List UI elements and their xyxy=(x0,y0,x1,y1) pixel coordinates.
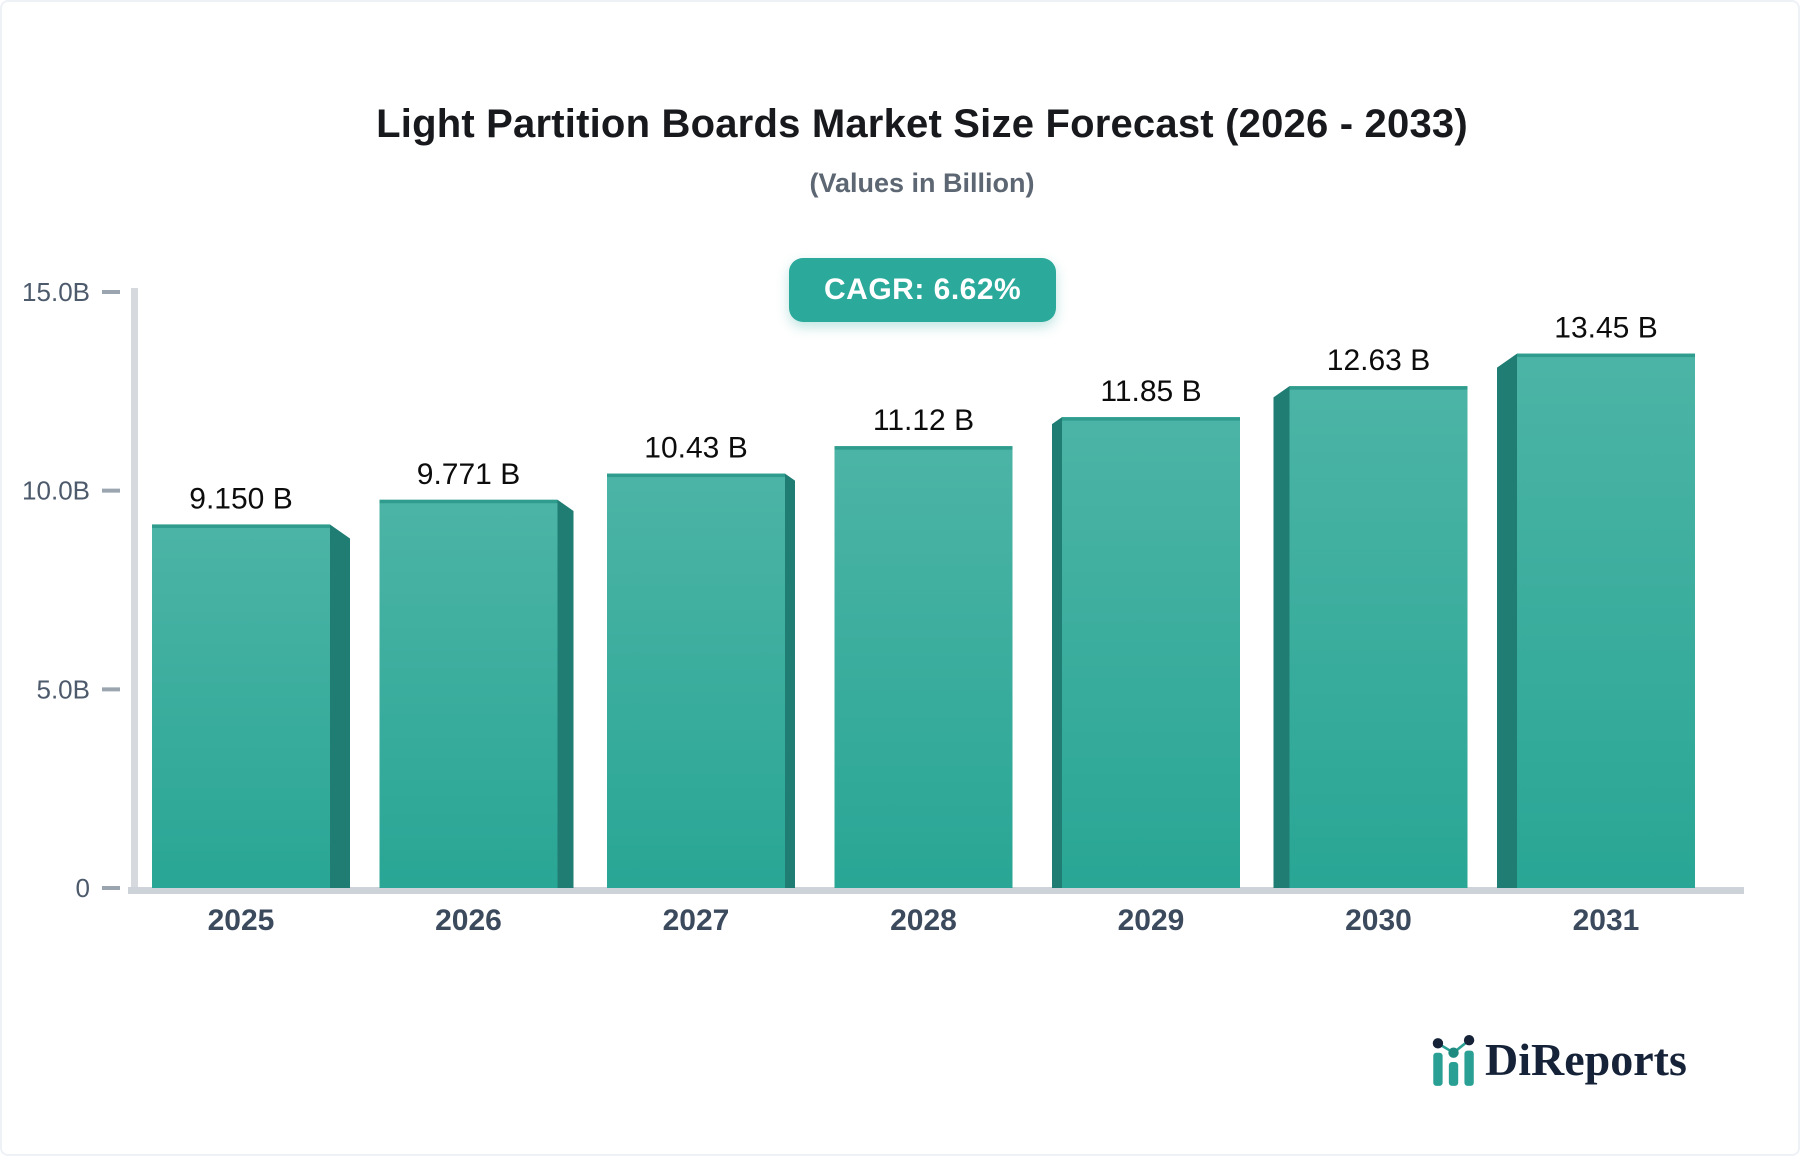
bar-top-edge xyxy=(834,446,1013,450)
bar-year-label: 2027 xyxy=(663,904,730,937)
y-axis-line xyxy=(131,288,138,894)
mini-bar-chart-icon xyxy=(1432,1035,1475,1086)
bar-face xyxy=(1517,353,1695,888)
bar-value-label: 11.85 B xyxy=(1100,375,1201,408)
y-tick-label: 10.0B xyxy=(22,476,90,506)
bar-face xyxy=(379,499,558,888)
bar-value-label: 12.63 B xyxy=(1327,344,1430,377)
bar-group-2031: 13.45 B 2031 xyxy=(1497,312,1695,937)
y-tick-label: 15.0B xyxy=(22,277,90,307)
bar-side-face xyxy=(1273,386,1290,888)
bar-year-label: 2029 xyxy=(1118,904,1185,937)
bar-side-face xyxy=(1052,417,1062,888)
bar-top-edge xyxy=(607,473,785,478)
bar-value-label: 9.771 B xyxy=(417,458,520,491)
bar-face xyxy=(834,446,1013,888)
bar-group-2026: 9.771 B 2026 xyxy=(379,458,574,937)
bar-side-face xyxy=(1497,353,1517,888)
bar-top-edge xyxy=(379,499,558,504)
bar-group-2025: 9.150 B 2025 xyxy=(152,482,350,937)
bar-top-edge xyxy=(1062,417,1240,421)
bar-year-label: 2030 xyxy=(1345,904,1412,937)
y-tick-label: 0 xyxy=(76,873,90,903)
bar-year-label: 2026 xyxy=(435,904,502,937)
bar-value-label: 10.43 B xyxy=(644,432,747,465)
bar-face xyxy=(1289,386,1468,888)
cagr-badge-label: CAGR: 6.62% xyxy=(824,273,1022,306)
bar-value-label: 11.12 B xyxy=(873,404,974,437)
cagr-badge: CAGR: 6.62% xyxy=(789,258,1057,322)
bar-side-face xyxy=(557,499,574,888)
bar-top-edge xyxy=(1517,353,1695,358)
chart-title: Light Partition Boards Market Size Forec… xyxy=(376,102,1468,146)
bar-top-edge xyxy=(1289,386,1468,390)
bar-year-label: 2028 xyxy=(890,904,957,937)
x-axis-line xyxy=(128,887,1744,894)
bar-value-label: 13.45 B xyxy=(1554,312,1657,345)
bar-group-2027: 10.43 B 2027 xyxy=(607,432,795,937)
bar-year-label: 2025 xyxy=(208,904,275,937)
bar-year-label: 2031 xyxy=(1573,904,1640,937)
bar-group-2028: 11.12 B 2028 xyxy=(834,404,1013,937)
y-tick-label: 5.0B xyxy=(37,674,91,704)
bar-side-face xyxy=(785,473,795,888)
logo-text: DiReports xyxy=(1485,1034,1687,1085)
bar-face xyxy=(1062,417,1240,888)
bar-value-label: 9.150 B xyxy=(189,482,292,515)
bar-side-face xyxy=(330,524,350,888)
bar-group-2029: 11.85 B 2029 xyxy=(1052,375,1240,937)
bar-group-2030: 12.63 B 2030 xyxy=(1273,344,1468,937)
direports-logo: DiReports xyxy=(1430,1034,1687,1088)
chart-subtitle: (Values in Billion) xyxy=(809,168,1035,198)
bar-top-edge xyxy=(152,524,330,528)
bar-face xyxy=(152,524,330,888)
bar-face xyxy=(607,473,785,888)
